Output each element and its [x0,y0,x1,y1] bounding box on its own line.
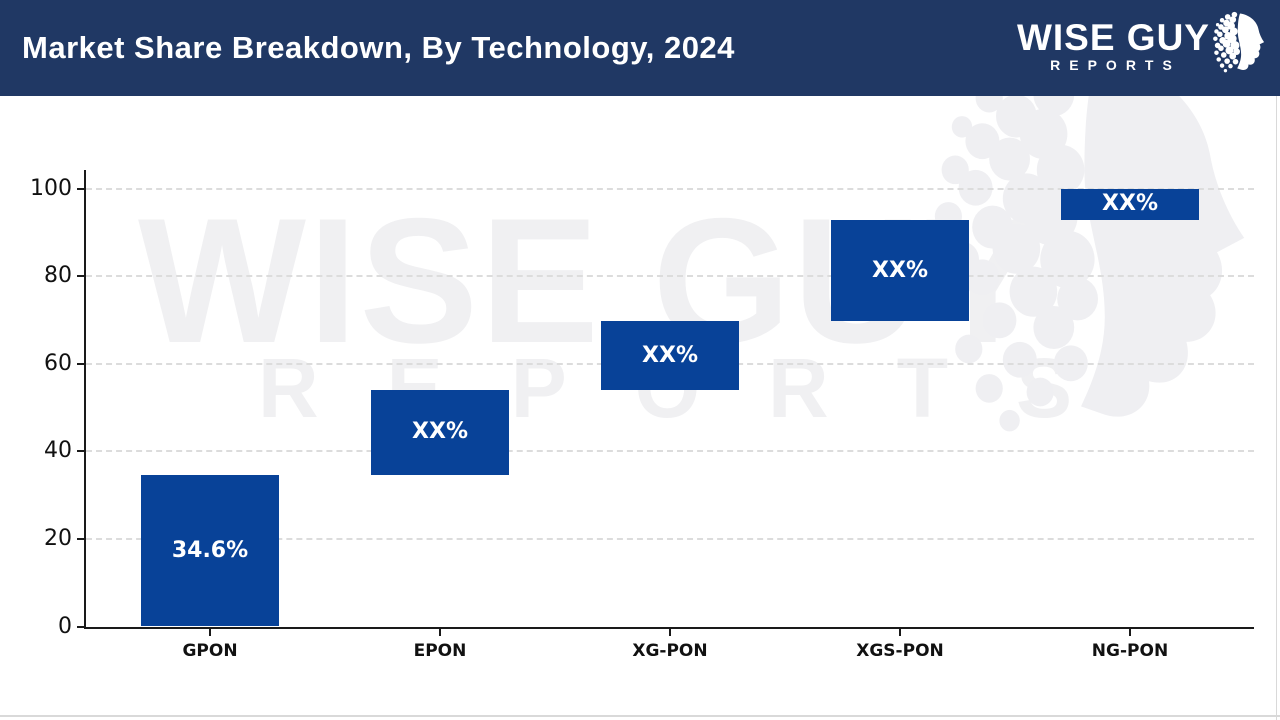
bar [371,389,509,475]
watermark-face-icon [934,48,1245,432]
logo-text: WISE GUY REPORTS [1016,16,1210,74]
x-category-label: XG-PON [632,641,708,661]
y-tick-label: 20 [44,525,72,551]
wiseguy-logo: WISE GUY REPORTS [1017,8,1268,84]
gridline [85,187,1254,190]
gridline [85,450,1254,453]
y-tick-label: 0 [58,613,72,639]
bar-value-label: 34.6% [171,537,249,563]
y-tick-mark [76,362,85,365]
bar [601,321,739,390]
bar [141,474,279,627]
x-tick-mark [669,628,671,636]
bottom-hairline [0,715,1280,717]
y-tick-mark [76,275,85,278]
x-axis-line [83,626,1254,629]
x-category-label: EPON [413,641,467,661]
y-tick-label: 100 [30,175,72,201]
bar-value-label: XX% [872,257,928,283]
x-tick-mark [439,628,441,636]
x-tick-mark [209,628,211,636]
y-tick-label: 60 [44,350,72,376]
bar-value-label: XX% [642,342,698,368]
x-tick-mark [899,628,901,636]
bar-value-label: XX% [1102,191,1158,217]
x-category-label: NG-PON [1091,641,1169,661]
logo-subtext: REPORTS [1050,57,1181,74]
logo-wordmark: WISE GUY [1016,16,1210,58]
y-tick-mark [76,537,85,540]
logo-face-icon [1213,11,1265,73]
y-axis-line [83,170,86,629]
y-tick-mark [76,187,85,190]
y-tick-label: 80 [44,263,72,289]
y-tick-mark [76,625,85,628]
gridline [85,537,1254,540]
report-header: Market Share Breakdown, By Technology, 2… [0,0,1280,96]
bar [831,220,969,322]
bar [1061,188,1199,221]
x-category-label: GPON [182,641,238,661]
gridline [85,275,1254,278]
y-tick-mark [76,450,85,453]
page-title: Market Share Breakdown, By Technology, 2… [22,30,735,65]
right-hairline [1276,96,1277,720]
bar-value-label: XX% [412,419,468,445]
x-category-label: XGS-PON [856,641,944,661]
x-tick-mark [1129,628,1131,636]
y-tick-label: 40 [44,438,72,464]
